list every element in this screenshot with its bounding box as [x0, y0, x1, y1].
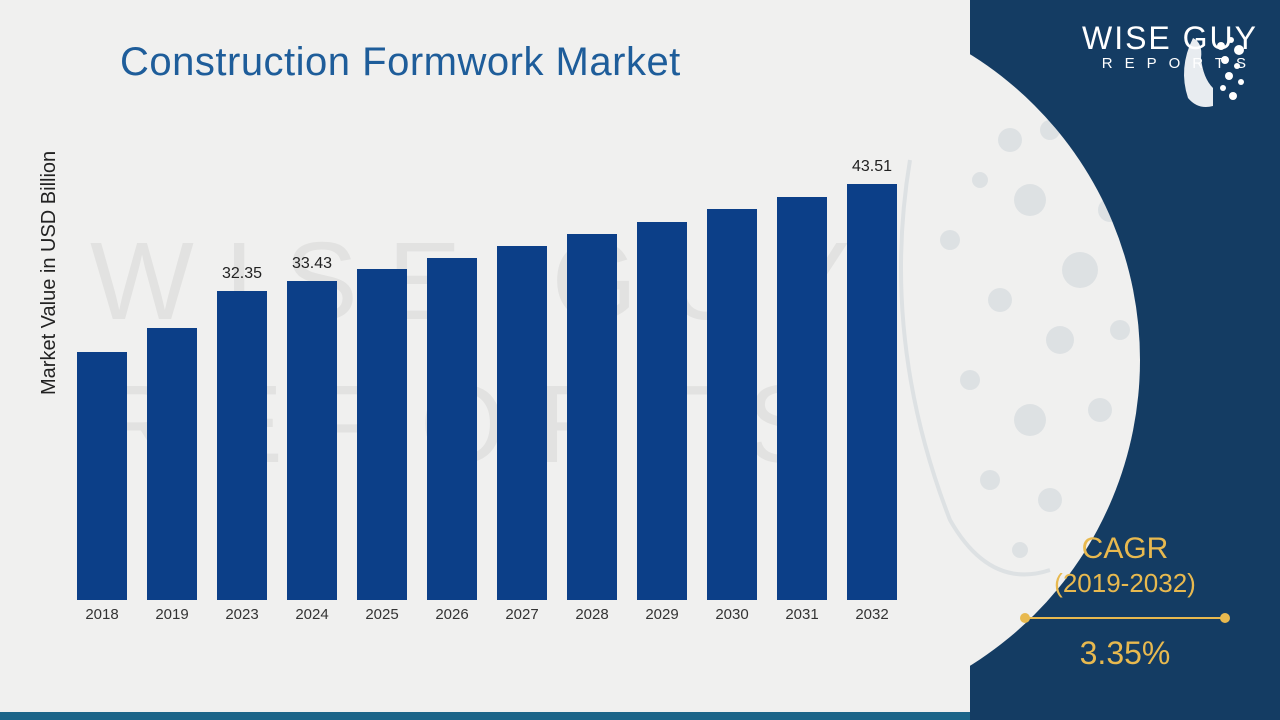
x-tick-label: 2029	[632, 606, 692, 623]
x-tick-label: 2031	[772, 606, 832, 623]
x-tick-label: 2018	[72, 606, 132, 623]
cagr-block: CAGR (2019-2032) 3.35%	[1000, 532, 1250, 672]
bar	[357, 269, 407, 600]
bar	[847, 184, 897, 600]
bar	[287, 281, 337, 600]
bar	[217, 291, 267, 600]
bar-slot: 32.35	[212, 291, 272, 600]
bar	[777, 197, 827, 600]
bar-slot	[772, 197, 832, 600]
x-tick-label: 2026	[422, 606, 482, 623]
bar-slot	[562, 234, 622, 600]
bar-value-label: 32.35	[202, 265, 282, 283]
bar-slot	[142, 328, 202, 600]
x-tick-label: 2032	[842, 606, 902, 623]
logo-head-icon	[1173, 28, 1248, 113]
x-tick-label: 2023	[212, 606, 272, 623]
bar-slot	[422, 258, 482, 600]
bar-slot: 43.51	[842, 184, 902, 600]
bar	[567, 234, 617, 600]
bar	[77, 352, 127, 600]
x-tick-label: 2030	[702, 606, 762, 623]
bar-value-label: 33.43	[272, 255, 352, 273]
chart-title: Construction Formwork Market	[120, 40, 681, 85]
y-axis-label: Market Value in USD Billion	[38, 151, 61, 395]
bars-container: 32.3533.43 43.51	[72, 170, 902, 600]
bar	[707, 209, 757, 600]
x-tick-label: 2025	[352, 606, 412, 623]
cagr-period: (2019-2032)	[1000, 568, 1250, 599]
cagr-value: 3.35%	[1000, 635, 1250, 672]
bar-slot	[492, 246, 552, 600]
x-tick-label: 2019	[142, 606, 202, 623]
bar	[497, 246, 547, 600]
bar	[147, 328, 197, 600]
bar-value-label: 43.51	[832, 158, 912, 176]
x-tick-label: 2024	[282, 606, 342, 623]
bar-slot	[702, 209, 762, 600]
bar-chart: 32.3533.43 43.51	[72, 170, 902, 600]
bar-slot: 33.43	[282, 281, 342, 600]
bar-slot	[632, 222, 692, 600]
x-axis-labels: 2018 2019 2023 2024 2025 2026 2027 2028 2029 2030…	[72, 606, 902, 623]
cagr-divider	[1025, 617, 1225, 619]
x-tick-label: 2027	[492, 606, 552, 623]
bar	[637, 222, 687, 600]
bottom-accent-strip	[0, 712, 970, 720]
bar-slot	[352, 269, 412, 600]
brand-logo: WISE GUY REPORTS	[1082, 20, 1258, 72]
cagr-label: CAGR	[1000, 532, 1250, 566]
bar-slot	[72, 352, 132, 600]
x-tick-label: 2028	[562, 606, 622, 623]
bar	[427, 258, 477, 600]
